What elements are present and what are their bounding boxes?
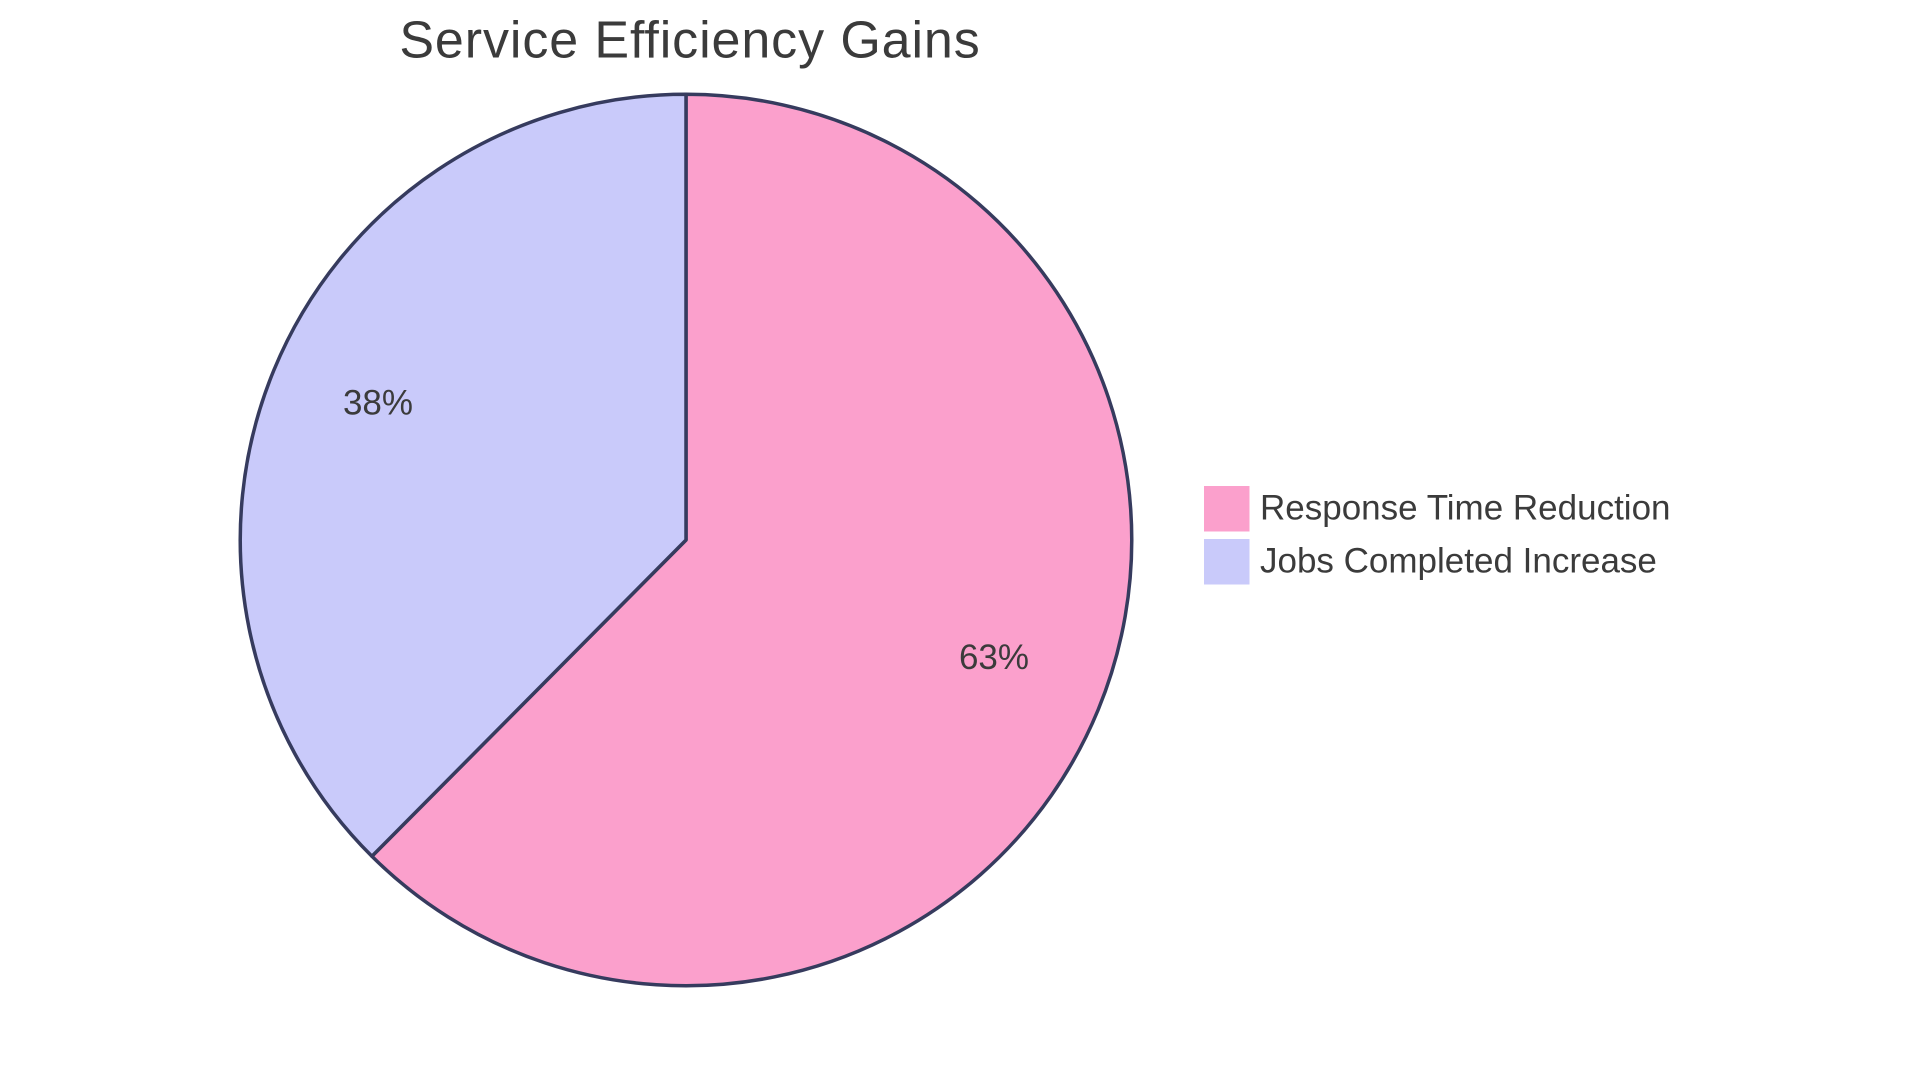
svg-text:38%: 38%: [343, 384, 413, 423]
svg-text:Response Time Reduction: Response Time Reduction: [1260, 488, 1671, 527]
svg-text:63%: 63%: [959, 638, 1029, 677]
svg-text:Service Efficiency Gains: Service Efficiency Gains: [399, 11, 980, 69]
svg-text:Jobs Completed Increase: Jobs Completed Increase: [1260, 541, 1657, 580]
